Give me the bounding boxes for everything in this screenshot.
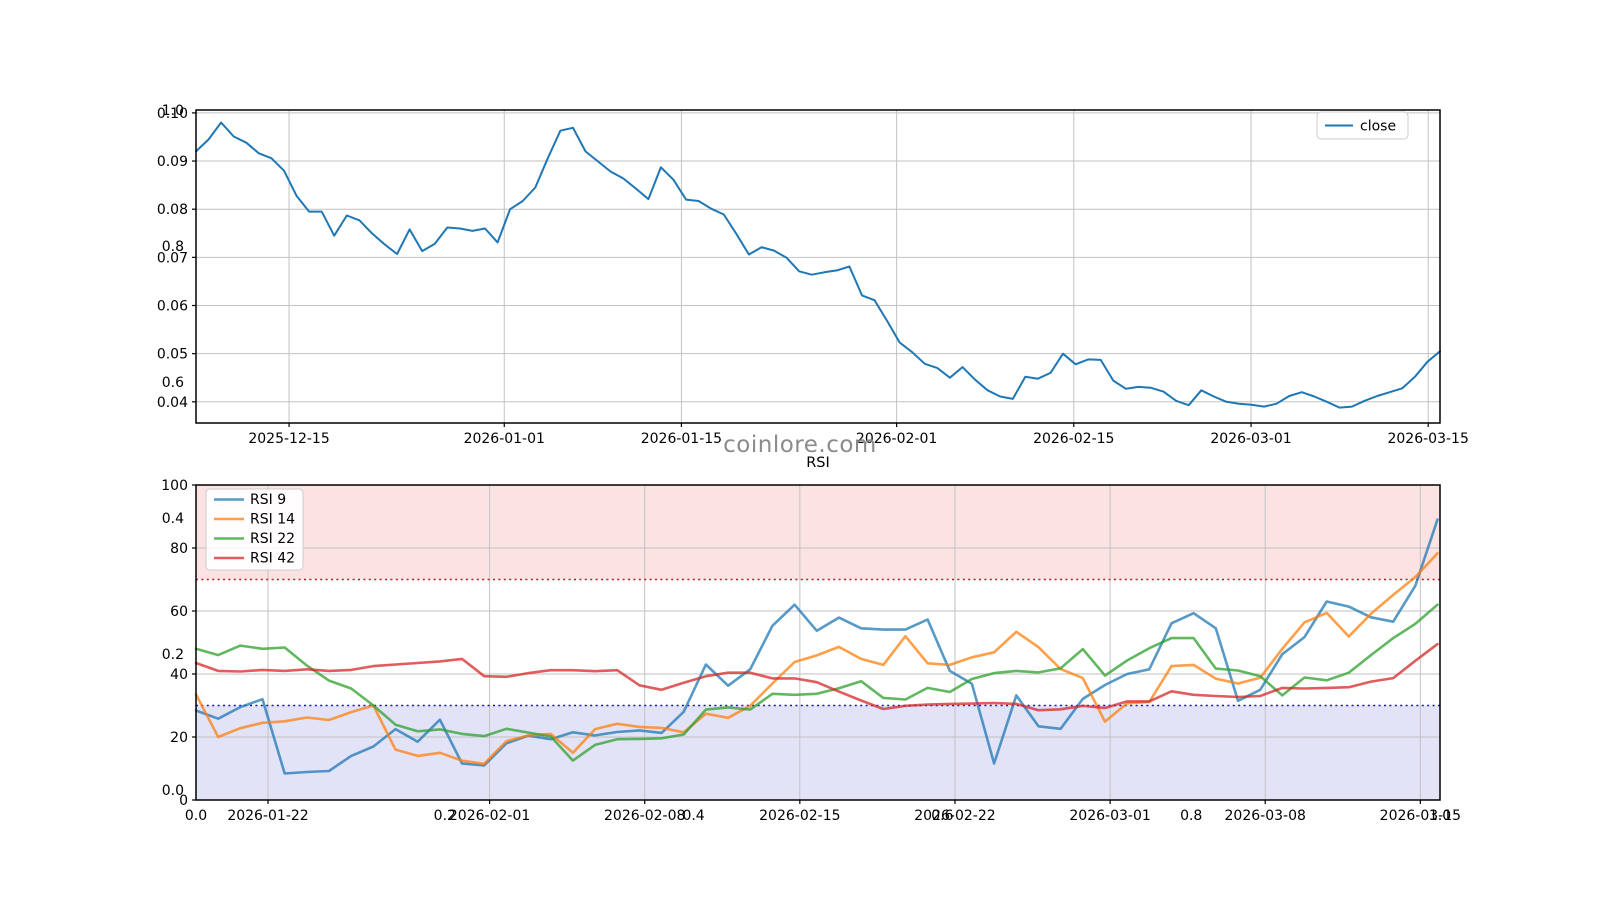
rsi-axis-labels: 2026-01-22 2026-02-01 2026-02-08 2026-02-15… [161,478,1461,824]
phantom-ytick-label: 0.8 [162,239,184,255]
rsi-panel: 2026-01-22 2026-02-01 2026-02-08 2026-02-15… [161,478,1461,824]
rsi-9-line [194,518,1439,775]
rsi-bands [196,485,1440,800]
price-xtick-label: 2026-02-15 [1033,431,1114,447]
watermark: coinlore.com [723,432,877,458]
oversold-band [196,705,1440,800]
rsi-legend: RSI 9 RSI 14 RSI 22 RSI 42 [205,488,304,571]
rsi-xtick-label: 2026-03-08 [1225,808,1306,824]
close-legend-label: close [1360,119,1396,135]
close-series-line [195,121,1441,409]
rsi-xtick-label: 2026-01-22 [227,808,308,824]
rsi-xtick-label: 2026-02-01 [449,808,530,824]
phantom-ytick-label: 0.4 [162,511,184,527]
price-panel: 2025-12-15 2026-01-01 2026-01-15 2026-02-01… [157,106,1469,447]
price-ytick-label: 0.08 [157,202,188,218]
price-xtick-label: 2026-01-01 [464,431,545,447]
price-xtick-label: 2025-12-15 [248,431,329,447]
rsi-legend-label: RSI 9 [250,492,286,508]
rsi-legend-box [205,488,304,571]
price-plot-border [195,109,1441,424]
rsi-xtick-label: 2026-03-01 [1069,808,1150,824]
phantom-xtick-label: 0.6 [931,808,953,824]
price-gridlines [196,110,1440,423]
rsi-ytick-label: 60 [170,604,188,620]
phantom-xtick-label: 0.4 [682,808,704,824]
phantom-xtick-label: 0.0 [185,808,207,824]
price-ytick-label: 0.09 [157,154,188,170]
phantom-ytick-label: 0.6 [162,375,184,391]
phantom-xtick-label: 1.0 [1429,808,1451,824]
rsi-plot-border [195,484,1441,801]
price-xtick-label: 2026-03-01 [1210,431,1291,447]
price-axis-labels: 2025-12-15 2026-01-01 2026-01-15 2026-02-01… [157,106,1469,447]
rsi-ytick-label: 0 [179,793,188,809]
rsi-xtick-label: 2026-02-15 [759,808,840,824]
rsi-ytick-label: 40 [170,667,188,683]
rsi-legend-label: RSI 14 [250,512,295,528]
phantom-ytick-label: 0.2 [162,647,184,663]
price-ytick-label: 0.05 [157,347,188,363]
rsi-xtick-label: 2026-02-22 [914,808,995,824]
price-ytick-label: 0.06 [157,299,188,315]
overbought-band [196,485,1440,580]
rsi-legend-label: RSI 22 [250,531,295,547]
price-legend-box [1316,111,1409,140]
rsi-legend-label: RSI 42 [250,551,295,567]
rsi-ytick-label: 20 [170,730,188,746]
rsi-22-line [194,603,1439,762]
price-xtick-label: 2026-01-15 [641,431,722,447]
price-xtick-label: 2026-02-01 [856,431,937,447]
phantom-axis-labels: 0.0 0.2 0.4 0.6 0.8 1.0 0.0 0.2 0.4 0.6 0.8 1.0 [162,103,1451,824]
price-legend: close [1316,111,1409,140]
rsi-gridlines [196,485,1440,800]
rsi-42-line [194,642,1439,712]
phantom-xtick-label: 0.2 [434,808,456,824]
price-ytick-label: 0.10 [157,106,188,122]
phantom-ytick-label: 1.0 [162,103,184,119]
rsi-xtick-label: 2026-03-15 [1380,808,1461,824]
phantom-xtick-label: 0.8 [1180,808,1202,824]
phantom-ytick-label: 0.0 [162,783,184,799]
rsi-xtick-label: 2026-02-08 [604,808,685,824]
rsi-panel-title: RSI [806,455,830,471]
price-xtick-label: 2026-03-15 [1387,431,1468,447]
rsi-ytick-label: 80 [170,541,188,557]
rsi-ytick-label: 100 [161,478,188,494]
rsi-14-line [194,552,1439,766]
price-ytick-label: 0.07 [157,250,188,266]
price-ytick-label: 0.04 [157,395,188,411]
